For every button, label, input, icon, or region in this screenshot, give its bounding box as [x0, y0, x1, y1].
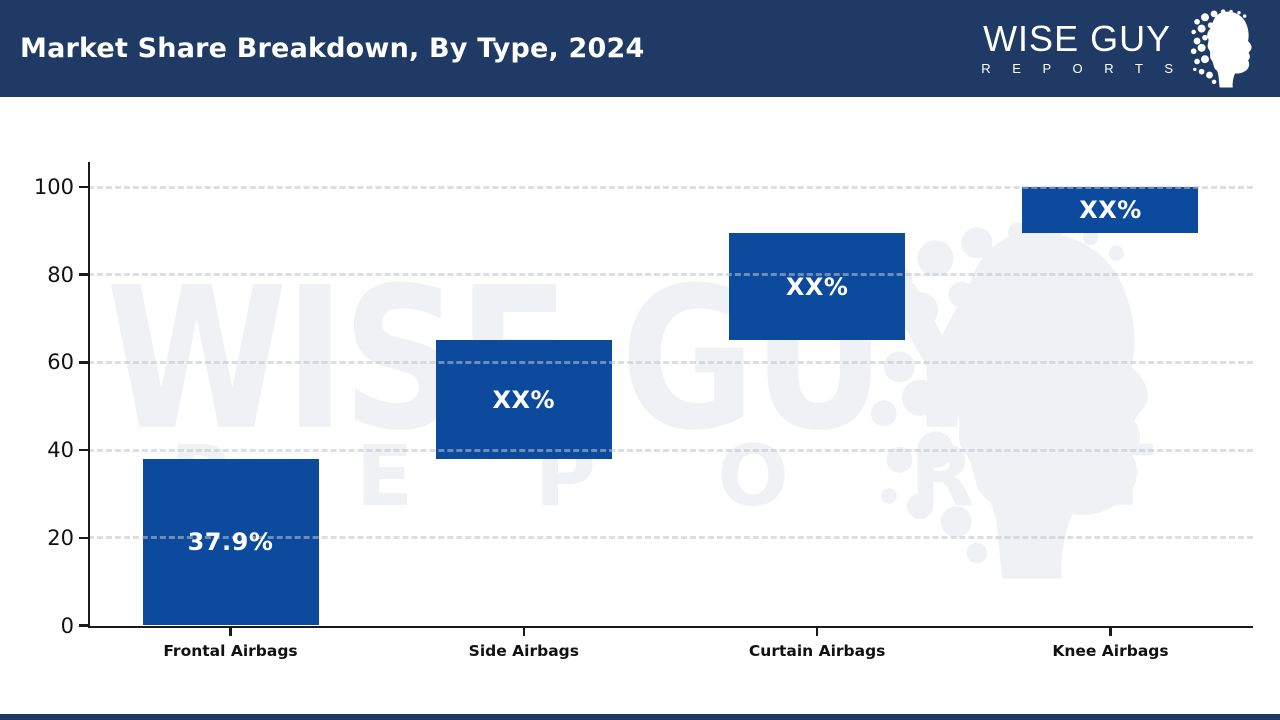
y-tick	[78, 361, 88, 364]
bar-value-label: 37.9%	[187, 528, 274, 557]
x-axis-spine	[87, 625, 1253, 628]
y-tick-label: 20	[47, 525, 74, 550]
y-tick	[78, 273, 88, 276]
gridline	[87, 536, 1253, 540]
head-of-dots-icon	[1188, 9, 1256, 89]
gridline	[87, 448, 1253, 452]
page-title: Market Share Breakdown, By Type, 2024	[20, 33, 645, 64]
bar-segment	[142, 459, 319, 626]
y-tick-label: 100	[33, 175, 74, 199]
y-tick	[78, 624, 88, 627]
x-tick	[229, 628, 232, 636]
footer-bar	[0, 714, 1280, 720]
bar-segment	[435, 340, 612, 460]
bar-value-label: XX%	[1079, 196, 1142, 225]
brand-logo-text: WISE GUY R E P O R T S	[972, 18, 1182, 77]
x-tick	[815, 628, 819, 636]
y-tick	[78, 536, 88, 540]
y-axis-spine	[87, 162, 90, 628]
x-tick	[1109, 628, 1112, 636]
x-tick-label: Side Airbags	[468, 642, 579, 660]
logo-sub-label: R E P O R T S	[981, 61, 1182, 76]
y-tick-label: 60	[47, 350, 74, 375]
logo-brand-label: WISE GUY	[983, 18, 1172, 59]
brand-logo: WISE GUY R E P O R T S	[972, 9, 1256, 89]
header: Market Share Breakdown, By Type, 2024 WI…	[0, 0, 1280, 97]
watermark-sub-text: R E P O R T S	[170, 427, 1280, 525]
gridline	[87, 273, 1253, 277]
x-tick-label: Curtain Airbags	[748, 642, 886, 660]
bar-value-label: XX%	[492, 385, 556, 414]
bar-value-label: XX%	[785, 272, 849, 301]
y-tick	[78, 185, 88, 189]
y-tick-label: 80	[47, 262, 74, 287]
x-tick	[522, 628, 526, 636]
y-tick-label: 0	[60, 613, 74, 638]
y-tick-label: 40	[47, 438, 74, 463]
gridline	[87, 360, 1253, 364]
y-tick	[78, 448, 88, 452]
x-tick-label: Knee Airbags	[1052, 642, 1169, 660]
x-tick-label: Frontal Airbags	[163, 642, 298, 660]
gridline	[87, 185, 1253, 189]
